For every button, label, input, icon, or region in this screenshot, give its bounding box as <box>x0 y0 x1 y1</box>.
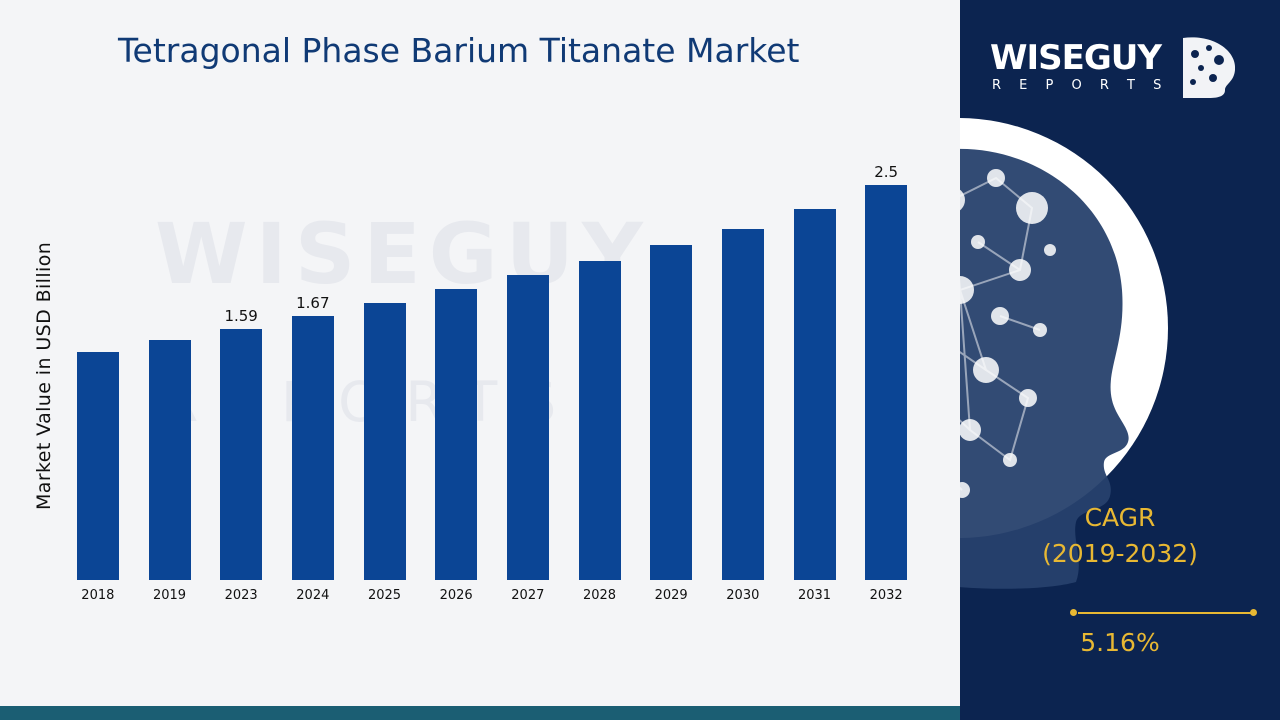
bar-value-2023: 1.59 <box>224 306 258 325</box>
y-axis-label: Market Value in USD Billion <box>0 0 55 510</box>
bar-value-2024: 1.67 <box>296 293 330 312</box>
bar-2028 <box>578 260 621 580</box>
x-tick-2031: 2031 <box>797 588 832 603</box>
logo: WISEGUY R E P O R T S <box>990 30 1250 120</box>
bar-2030 <box>721 229 764 580</box>
cagr-label-line-2: (2019-2032) <box>1042 539 1198 568</box>
divider-line <box>1078 612 1254 614</box>
logo-head-icon <box>1183 37 1236 98</box>
cagr-label-line-1: CAGR <box>1084 503 1156 532</box>
x-tick-2023: 2023 <box>224 588 258 603</box>
bar-2019 <box>148 339 191 580</box>
x-tick-2027: 2027 <box>511 588 545 603</box>
bar-2032 <box>865 184 908 580</box>
bar-2018 <box>76 352 119 580</box>
logo-text: WISEGUY <box>990 38 1162 78</box>
x-axis-tick-labels: 2018 2019 2023 2024 2025 2026 2027 2028 2029 2030… <box>62 588 922 608</box>
x-tick-2028: 2028 <box>582 588 617 603</box>
y-axis-label-text: Market Value in USD Billion <box>33 241 55 510</box>
cagr-value: 5.16% <box>1080 628 1160 657</box>
x-tick-2018: 2018 <box>81 588 115 603</box>
bar-value-2032: 2.5 <box>874 162 899 181</box>
bar-2029 <box>650 244 693 580</box>
divider-dot-left <box>1070 609 1077 616</box>
x-tick-2032: 2032 <box>869 588 903 603</box>
bar-2025 <box>363 303 406 580</box>
divider-dot-right <box>1250 609 1257 616</box>
bar-2027 <box>506 274 549 580</box>
page-title: Tetragonal Phase Barium Titanate Market <box>118 31 800 70</box>
bar-2026 <box>435 289 478 580</box>
brand-panel: WISEGUY R E P O R T S CAGR (2019-2032) 5… <box>960 0 1280 720</box>
x-tick-2026: 2026 <box>439 588 473 603</box>
bar-series: 1.59 1.67 2.5 <box>62 150 922 580</box>
cagr-label: CAGR (2019-2032) <box>960 500 1280 572</box>
head-silhouette-icon <box>960 149 1129 589</box>
bar-2031 <box>793 208 836 580</box>
cagr-divider <box>1070 608 1260 618</box>
x-tick-2030: 2030 <box>726 588 760 603</box>
x-tick-2019: 2019 <box>152 588 187 603</box>
x-tick-2029: 2029 <box>654 588 688 603</box>
bar-2024 <box>291 316 334 580</box>
x-tick-2024: 2024 <box>296 588 330 603</box>
footer-strip <box>0 706 960 720</box>
bar-2023 <box>220 328 263 580</box>
x-tick-2025: 2025 <box>367 588 402 603</box>
logo-subtext: R E P O R T S <box>992 78 1169 93</box>
